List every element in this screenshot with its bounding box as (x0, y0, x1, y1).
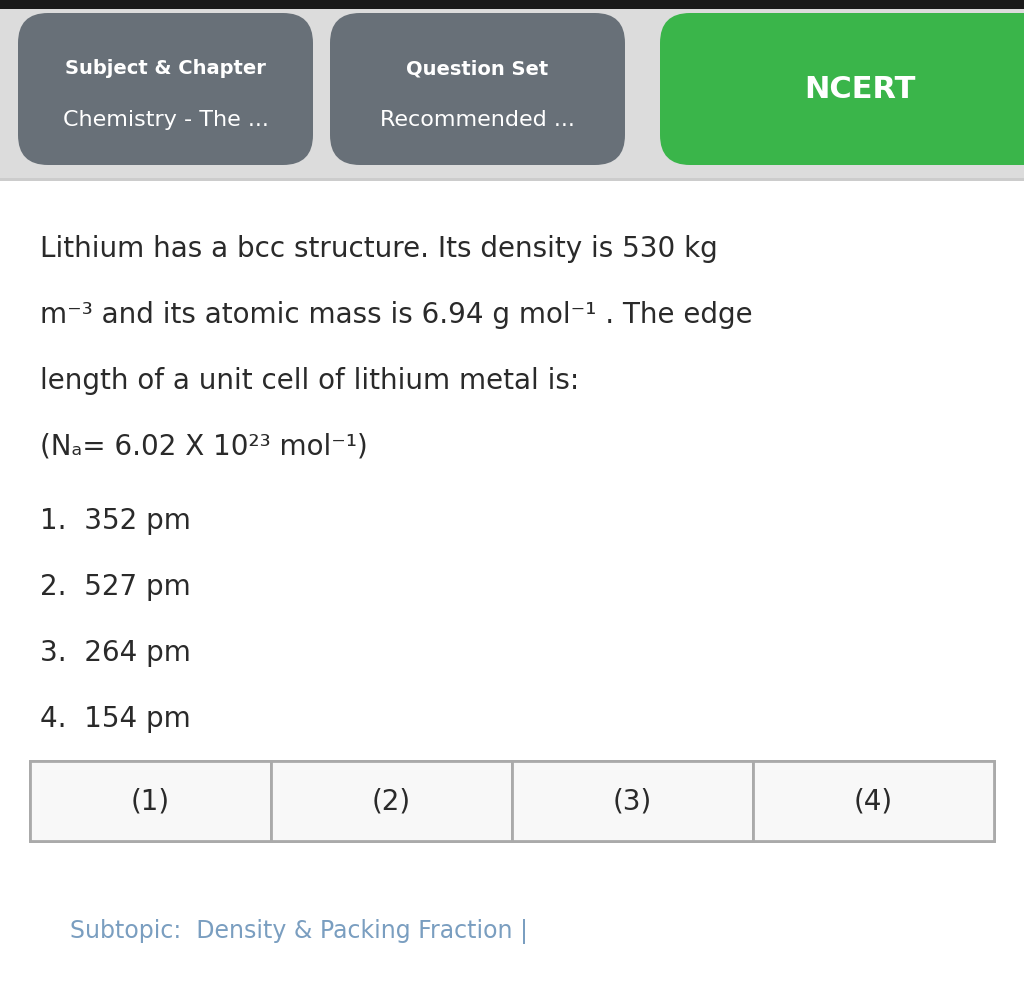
Text: (Nₐ= 6.02 X 10²³ mol⁻¹): (Nₐ= 6.02 X 10²³ mol⁻¹) (40, 433, 368, 460)
Text: 4.  154 pm: 4. 154 pm (40, 704, 190, 733)
Text: length of a unit cell of lithium metal is:: length of a unit cell of lithium metal i… (40, 367, 580, 394)
Text: (4): (4) (854, 787, 893, 815)
Bar (30, 761, 271, 841)
Bar (30, 761, 994, 841)
Text: Subtopic:  Density & Packing Fraction |: Subtopic: Density & Packing Fraction | (70, 919, 528, 944)
Bar (0, 178, 1024, 181)
Bar (0, 0, 1024, 10)
Text: (2): (2) (372, 787, 411, 815)
Text: 1.  352 pm: 1. 352 pm (40, 507, 190, 534)
Bar (512, 761, 753, 841)
Text: Lithium has a bcc structure. Its density is 530 kg: Lithium has a bcc structure. Its density… (40, 235, 718, 262)
FancyBboxPatch shape (330, 14, 625, 166)
Text: (3): (3) (613, 787, 652, 815)
Text: Recommended ...: Recommended ... (380, 110, 574, 130)
FancyBboxPatch shape (18, 14, 313, 166)
Bar (271, 761, 512, 841)
Text: 2.  527 pm: 2. 527 pm (40, 573, 190, 600)
Text: (1): (1) (131, 787, 170, 815)
Text: Chemistry - The ...: Chemistry - The ... (62, 110, 268, 130)
Bar (0, 179, 1024, 986)
Bar (753, 761, 994, 841)
Bar (0, 0, 1024, 179)
Text: Subject & Chapter: Subject & Chapter (66, 59, 266, 78)
Text: Question Set: Question Set (407, 59, 549, 78)
Text: m⁻³ and its atomic mass is 6.94 g mol⁻¹ . The edge: m⁻³ and its atomic mass is 6.94 g mol⁻¹ … (40, 301, 753, 328)
FancyBboxPatch shape (660, 14, 1024, 166)
Text: 3.  264 pm: 3. 264 pm (40, 638, 190, 667)
Text: NCERT: NCERT (804, 75, 915, 105)
